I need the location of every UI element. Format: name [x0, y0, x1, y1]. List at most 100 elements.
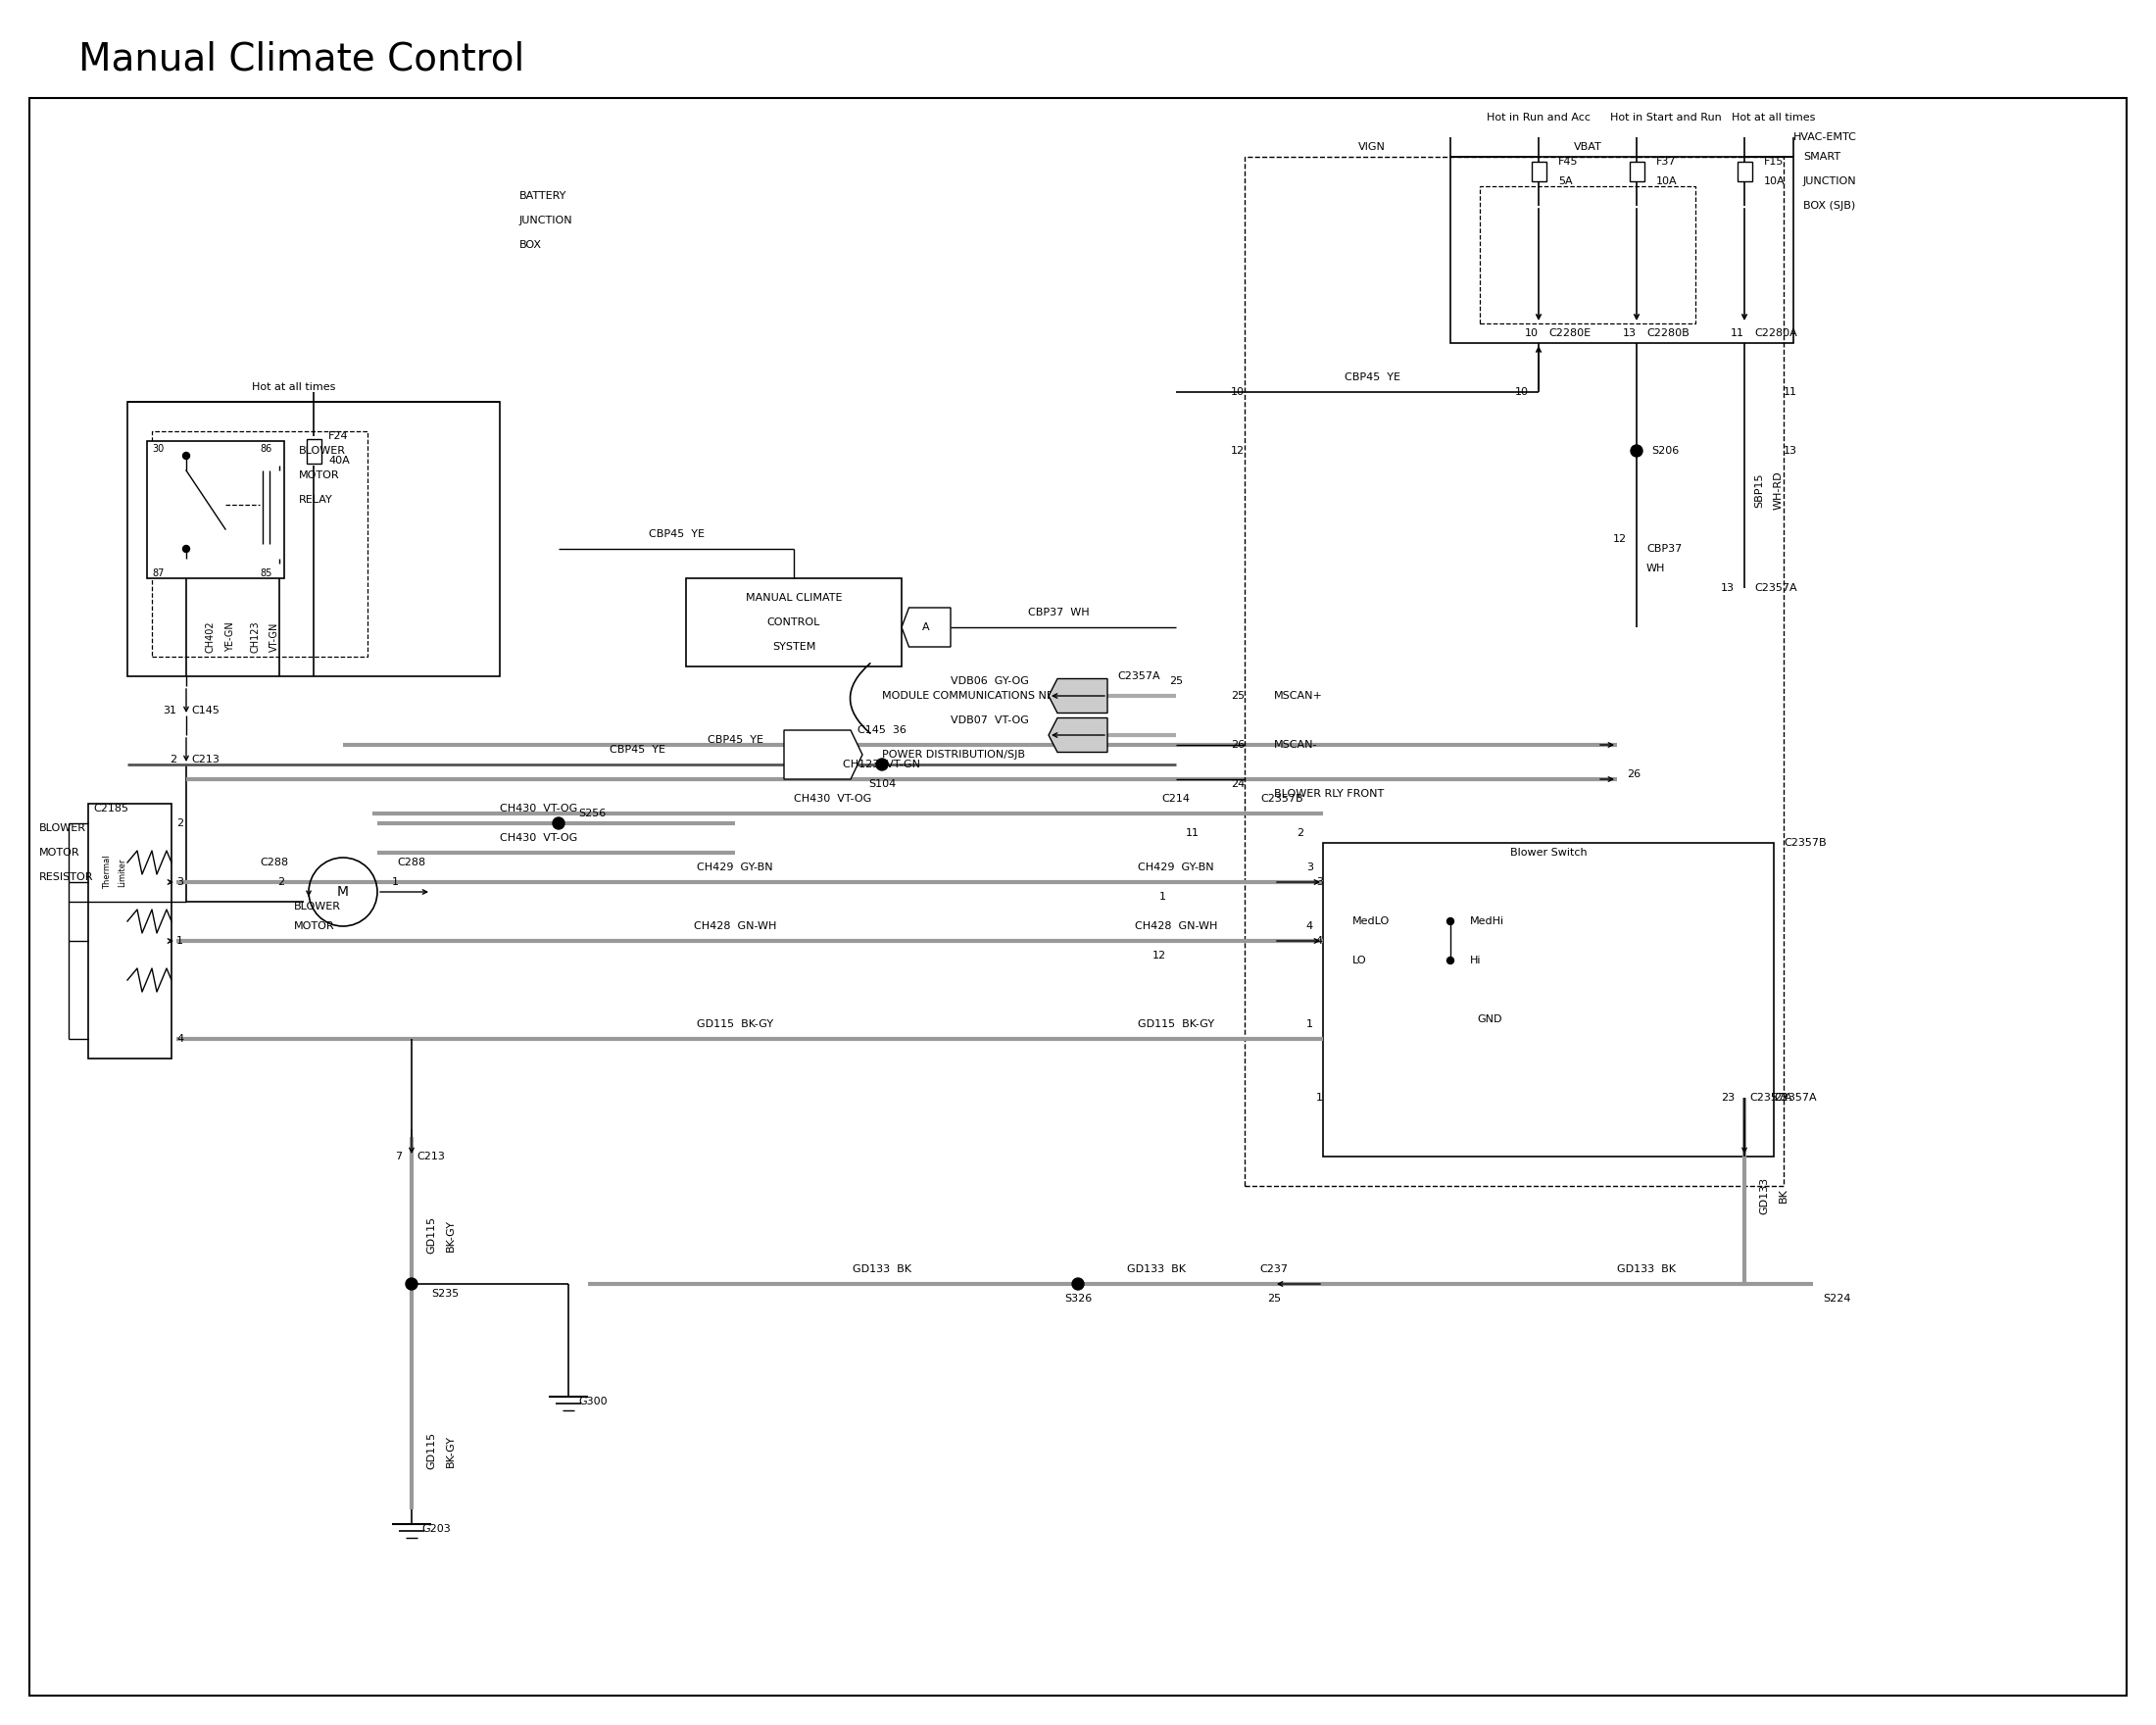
- Circle shape: [183, 545, 190, 552]
- Text: POWER DISTRIBUTION/SJB: POWER DISTRIBUTION/SJB: [882, 750, 1024, 759]
- Text: 1: 1: [1315, 1094, 1324, 1102]
- Text: MSCAN-: MSCAN-: [1274, 740, 1317, 750]
- Text: GD133  BK: GD133 BK: [1617, 1264, 1675, 1275]
- Text: CH428  GN-WH: CH428 GN-WH: [694, 921, 776, 932]
- Polygon shape: [1048, 718, 1108, 752]
- Text: CH123: CH123: [250, 621, 259, 654]
- Text: WH: WH: [1647, 564, 1664, 573]
- Text: 10A: 10A: [1764, 176, 1785, 186]
- Text: MSCAN+: MSCAN+: [1274, 692, 1324, 700]
- Text: 2: 2: [177, 818, 183, 828]
- Bar: [147, 442, 285, 578]
- Text: CH123  VT-GN: CH123 VT-GN: [843, 759, 921, 769]
- Bar: [1531, 162, 1546, 181]
- Text: CH430  VT-OG: CH430 VT-OG: [793, 794, 871, 804]
- Circle shape: [405, 1278, 418, 1290]
- Text: C213: C213: [416, 1152, 444, 1161]
- Text: C2357A: C2357A: [1774, 1094, 1818, 1102]
- Bar: [1324, 844, 1774, 1156]
- Text: 13: 13: [1623, 328, 1636, 338]
- Text: VIGN: VIGN: [1358, 141, 1386, 152]
- Text: 13: 13: [1783, 447, 1798, 455]
- Text: HVAC-EMTC: HVAC-EMTC: [1794, 133, 1856, 141]
- Text: C2357A: C2357A: [1755, 583, 1796, 593]
- Text: Hot at all times: Hot at all times: [252, 383, 336, 392]
- Text: 87: 87: [151, 569, 164, 578]
- Text: S256: S256: [578, 809, 606, 818]
- Text: CBP45  YE: CBP45 YE: [1343, 373, 1399, 383]
- Text: BLOWER: BLOWER: [300, 447, 345, 455]
- Text: GD115: GD115: [427, 1432, 436, 1470]
- Text: C237: C237: [1259, 1264, 1289, 1275]
- Text: GD133  BK: GD133 BK: [852, 1264, 912, 1275]
- Text: C145  36: C145 36: [858, 724, 906, 735]
- Text: 26: 26: [1231, 740, 1244, 750]
- Text: BLOWER: BLOWER: [39, 823, 86, 833]
- Text: BK-GY: BK-GY: [446, 1220, 455, 1251]
- Circle shape: [875, 759, 888, 771]
- Text: 25: 25: [1169, 676, 1184, 687]
- Text: 11: 11: [1186, 828, 1199, 838]
- Text: Blower Switch: Blower Switch: [1509, 847, 1587, 857]
- Text: C213: C213: [192, 756, 220, 764]
- Text: VDB06  GY-OG: VDB06 GY-OG: [951, 676, 1028, 687]
- Text: RESISTOR: RESISTOR: [39, 873, 93, 881]
- Text: 4: 4: [1315, 937, 1324, 945]
- Text: 1: 1: [392, 878, 399, 887]
- Text: C2357A: C2357A: [1749, 1094, 1792, 1102]
- Text: LO: LO: [1352, 956, 1367, 966]
- Text: GD133  BK: GD133 BK: [1128, 1264, 1186, 1275]
- Text: C2280A: C2280A: [1755, 328, 1798, 338]
- Text: 11: 11: [1731, 328, 1744, 338]
- Text: 2: 2: [278, 878, 285, 887]
- Text: C2280B: C2280B: [1647, 328, 1690, 338]
- Bar: [686, 578, 901, 666]
- Text: YE-GN: YE-GN: [226, 623, 235, 652]
- Text: CONTROL: CONTROL: [768, 618, 821, 628]
- Text: GD133: GD133: [1759, 1176, 1768, 1214]
- Text: F37: F37: [1656, 157, 1677, 167]
- Text: M: M: [336, 885, 349, 899]
- Text: 31: 31: [162, 706, 177, 716]
- Text: Thermal: Thermal: [103, 856, 112, 890]
- Text: BLOWER: BLOWER: [293, 902, 341, 911]
- Text: MOTOR: MOTOR: [39, 847, 80, 857]
- Text: CH428  GN-WH: CH428 GN-WH: [1134, 921, 1218, 932]
- Text: CH429  GY-BN: CH429 GY-BN: [696, 862, 774, 873]
- Text: 1: 1: [1307, 1019, 1313, 1030]
- Text: VDB07  VT-OG: VDB07 VT-OG: [951, 716, 1028, 724]
- Circle shape: [1630, 445, 1643, 457]
- Text: 86: 86: [259, 443, 272, 454]
- Text: 2: 2: [170, 756, 177, 764]
- Text: 12: 12: [1231, 447, 1244, 455]
- Text: BLOWER RLY FRONT: BLOWER RLY FRONT: [1274, 788, 1384, 799]
- Text: 2: 2: [1296, 828, 1304, 838]
- Text: BOX (SJB): BOX (SJB): [1802, 200, 1856, 210]
- Polygon shape: [785, 730, 862, 780]
- Text: Hi: Hi: [1470, 956, 1481, 966]
- Bar: [127, 402, 500, 676]
- Text: CBP45  YE: CBP45 YE: [608, 745, 664, 756]
- Text: CH430  VT-OG: CH430 VT-OG: [500, 833, 578, 844]
- Text: F24: F24: [328, 431, 349, 442]
- Circle shape: [1447, 918, 1453, 925]
- Text: BATTERY: BATTERY: [520, 191, 567, 200]
- Text: 12: 12: [1613, 535, 1628, 543]
- Text: F15: F15: [1764, 157, 1783, 167]
- Text: CBP45  YE: CBP45 YE: [707, 735, 763, 745]
- Text: 40A: 40A: [328, 455, 349, 466]
- Text: 85: 85: [259, 569, 272, 578]
- Text: Limiter: Limiter: [119, 857, 127, 887]
- Text: VT-GN: VT-GN: [270, 623, 280, 652]
- Text: 5A: 5A: [1559, 176, 1572, 186]
- Text: 10: 10: [1516, 386, 1529, 397]
- Text: 13: 13: [1720, 583, 1736, 593]
- Text: GND: GND: [1477, 1014, 1503, 1025]
- Text: C145: C145: [192, 706, 220, 716]
- Text: BOX: BOX: [520, 240, 541, 250]
- Text: 1: 1: [177, 937, 183, 945]
- Text: C214: C214: [1162, 794, 1190, 804]
- Circle shape: [183, 452, 190, 459]
- Text: SMART: SMART: [1802, 152, 1841, 162]
- Text: S326: S326: [1065, 1294, 1091, 1304]
